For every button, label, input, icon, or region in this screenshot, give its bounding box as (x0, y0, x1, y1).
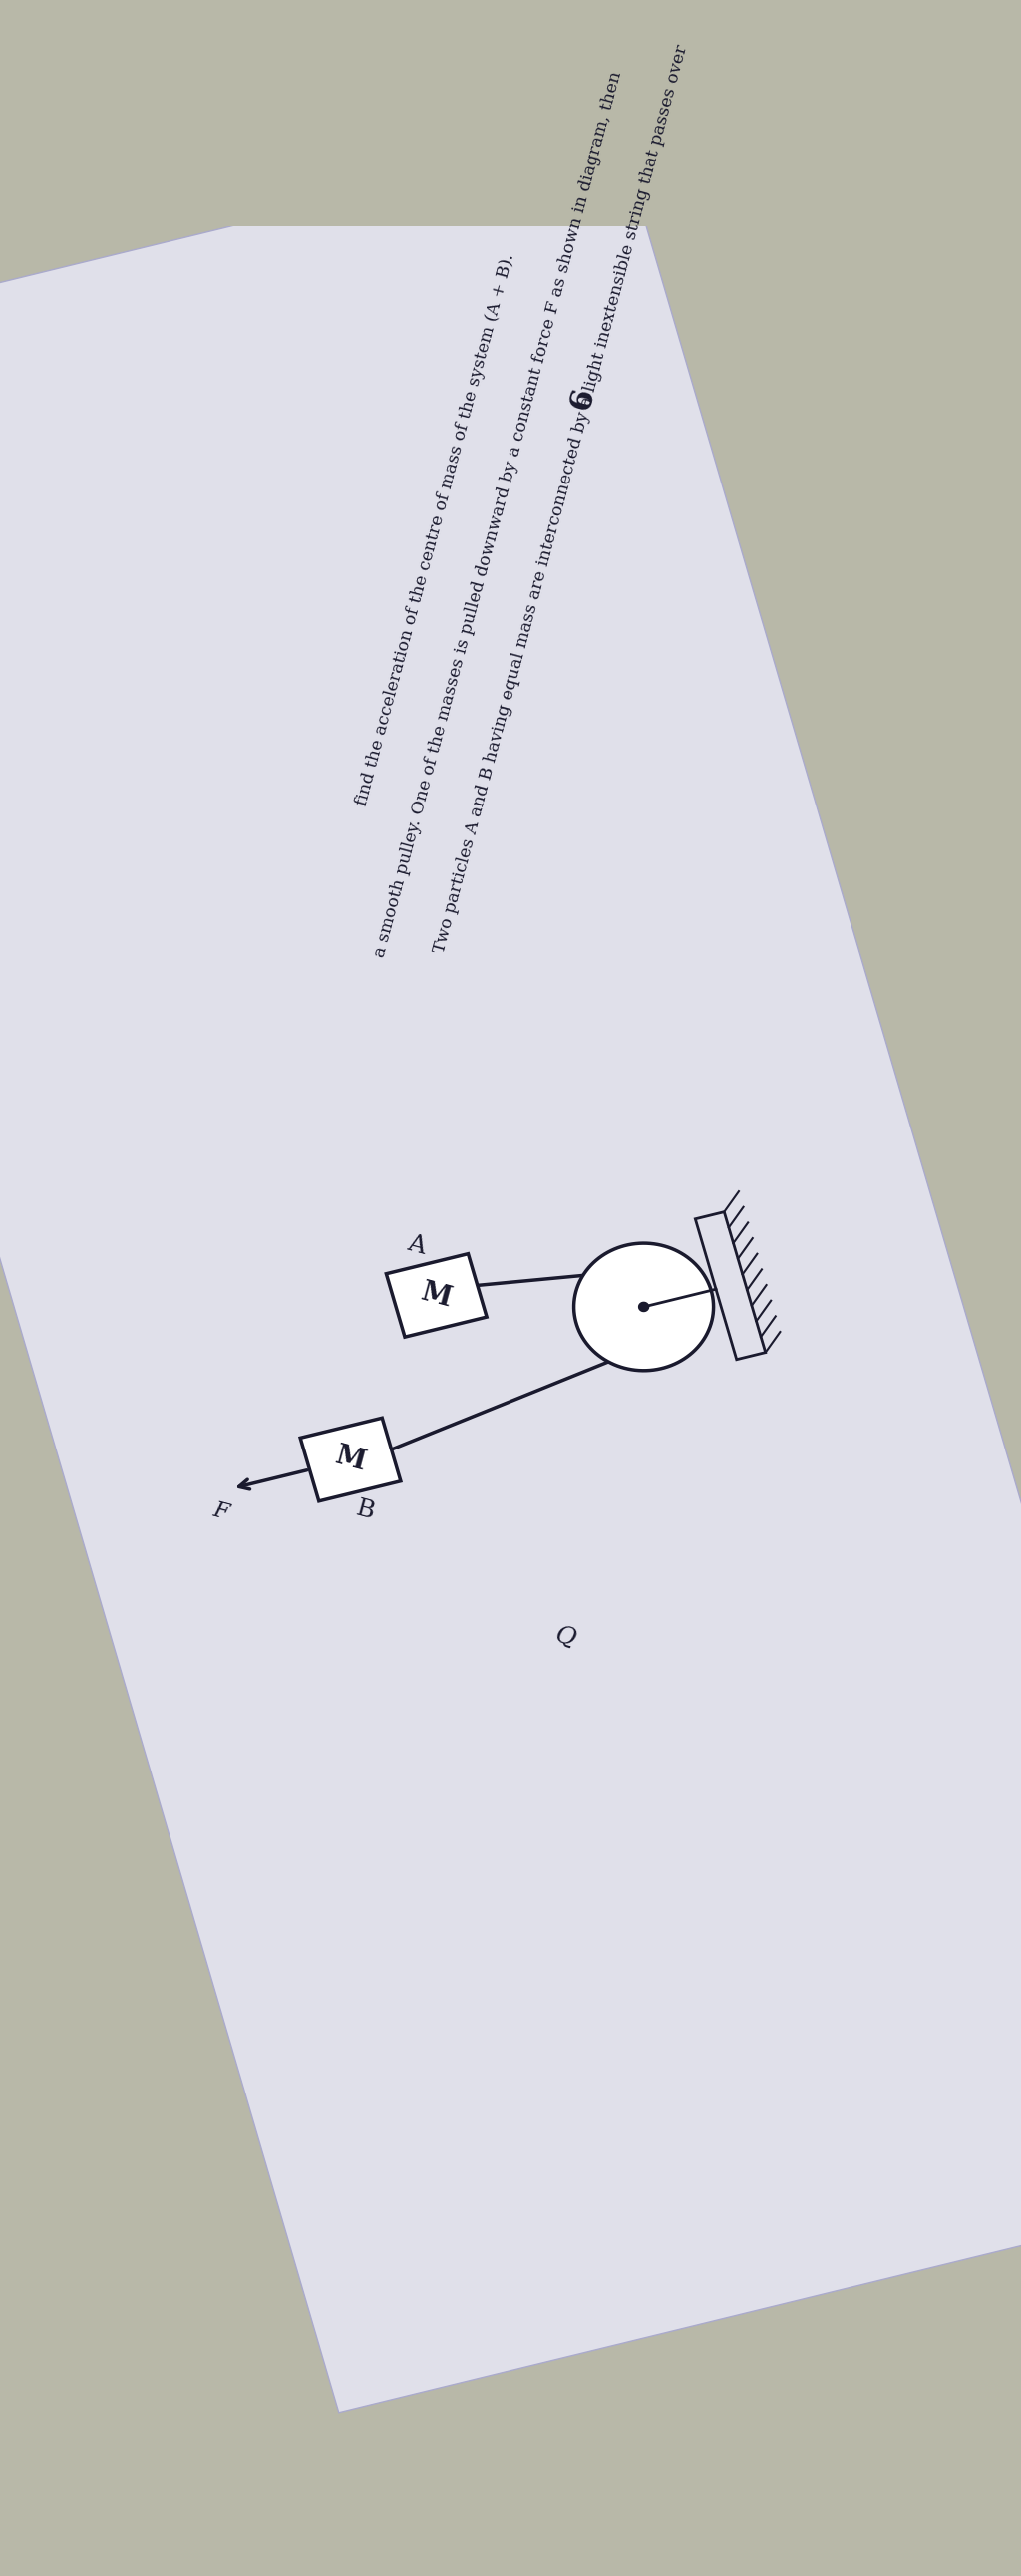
Text: 6: 6 (566, 384, 601, 412)
Polygon shape (574, 1244, 714, 1370)
Text: Q: Q (552, 1623, 578, 1651)
Polygon shape (300, 1417, 400, 1502)
Text: Two particles A and B having equal mass are interconnected by a light inextensib: Two particles A and B having equal mass … (431, 41, 691, 956)
Polygon shape (0, 131, 1021, 2411)
Text: B: B (353, 1497, 378, 1525)
Text: M: M (419, 1278, 454, 1311)
Text: a smooth pulley. One of the masses is pulled downward by a constant force F as s: a smooth pulley. One of the masses is pu… (372, 70, 625, 958)
Text: M: M (332, 1443, 369, 1476)
Text: A: A (405, 1231, 429, 1260)
Polygon shape (386, 1255, 487, 1337)
Text: F: F (210, 1499, 231, 1525)
Polygon shape (639, 1303, 648, 1311)
Text: find the acceleration of the centre of mass of the system (A + B).: find the acceleration of the centre of m… (354, 252, 518, 806)
